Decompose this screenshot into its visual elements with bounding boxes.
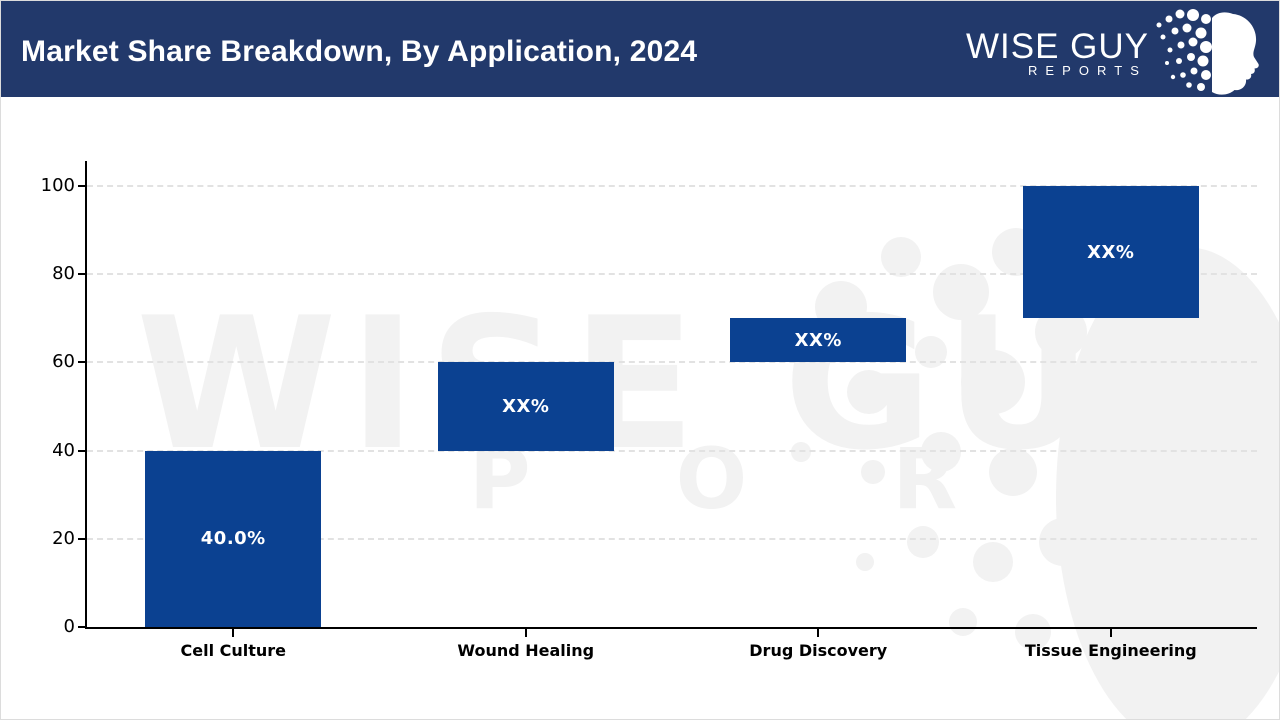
y-tick-100 [78, 185, 87, 187]
watermark-wordmark: WISE GUY [136, 278, 1249, 490]
x-tick-wound-healing [524, 629, 527, 637]
y-tick-0 [78, 626, 87, 628]
gridline-60 [87, 361, 1257, 364]
x-tick-tissue-engineering [1109, 629, 1112, 637]
chart-title: Market Share Breakdown, By Application, … [21, 35, 698, 68]
y-tick-80 [78, 273, 87, 276]
watermark-head-graphic [787, 228, 1279, 719]
logo-head-icon [1156, 9, 1259, 95]
bar-value-label: XX% [1087, 241, 1135, 263]
gridline-100 [87, 185, 1257, 187]
x-tick-cell-culture [232, 629, 235, 637]
gridline-20 [87, 537, 1257, 540]
bar-value-label: XX% [794, 329, 842, 351]
y-tick-label-60: 60 [52, 351, 75, 373]
logo-subtitle: REPORTS [1027, 63, 1147, 78]
y-axis-line [85, 161, 87, 629]
bar-cell-culture: 40.0% [145, 450, 322, 627]
x-label-tissue-engineering: Tissue Engineering [1024, 641, 1197, 660]
y-tick-label-0: 0 [63, 616, 75, 637]
x-label-cell-culture: Cell Culture [180, 641, 287, 660]
x-label-wound-healing: Wound Healing [457, 641, 595, 660]
y-tick-40 [78, 449, 87, 452]
y-tick-60 [78, 361, 87, 364]
x-axis-line [85, 627, 1257, 629]
gridline-80 [87, 273, 1257, 276]
bar-tissue-engineering: XX% [1022, 186, 1199, 319]
y-tick-label-80: 80 [52, 263, 75, 285]
logo-wordmark: WISE GUY [965, 27, 1149, 66]
bar-wound-healing: XX% [437, 362, 614, 451]
bar-drug-discovery: XX% [730, 318, 907, 363]
header-bar: Market Share Breakdown, By Application, … [1, 1, 1279, 97]
y-tick-20 [78, 537, 87, 540]
x-label-drug-discovery: Drug Discovery [749, 641, 888, 660]
y-tick-label-40: 40 [52, 439, 75, 461]
x-tick-drug-discovery [817, 629, 820, 637]
y-tick-label-20: 20 [52, 527, 75, 549]
chart-area: WISE GUY P O R T S 02040608010040.0%Cell… [1, 97, 1279, 719]
gridline-40 [87, 449, 1257, 452]
bar-value-label: 40.0% [200, 528, 266, 550]
wise-guy-logo: WISE GUY REPORTS [966, 7, 1267, 95]
y-tick-label-100: 100 [40, 175, 75, 196]
bar-value-label: XX% [502, 395, 550, 417]
